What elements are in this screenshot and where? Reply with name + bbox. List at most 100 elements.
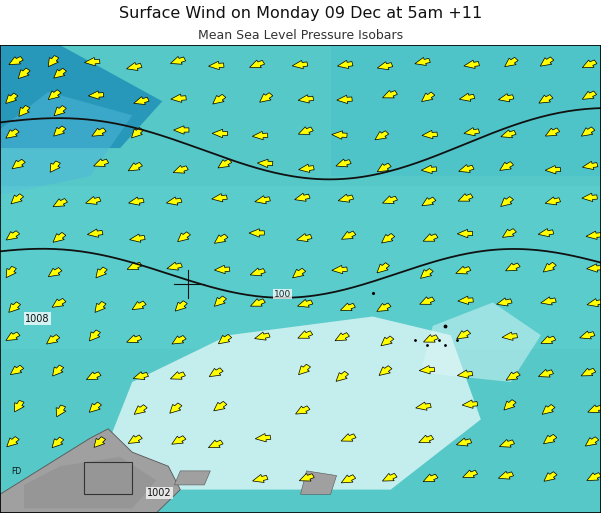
FancyArrow shape: [94, 437, 106, 447]
FancyArrow shape: [498, 94, 514, 102]
FancyArrow shape: [377, 163, 391, 172]
FancyArrow shape: [9, 56, 23, 65]
FancyArrow shape: [298, 95, 314, 103]
FancyArrow shape: [132, 301, 146, 310]
FancyArrow shape: [382, 90, 397, 98]
Text: Mean Sea Level Pressure Isobars: Mean Sea Level Pressure Isobars: [198, 29, 403, 42]
FancyArrow shape: [457, 370, 473, 378]
FancyArrow shape: [214, 401, 227, 411]
FancyArrow shape: [543, 435, 557, 444]
FancyArrow shape: [421, 268, 433, 279]
FancyArrow shape: [249, 60, 264, 68]
FancyArrow shape: [379, 366, 392, 376]
FancyArrow shape: [505, 57, 518, 67]
FancyArrow shape: [127, 335, 142, 343]
FancyArrow shape: [543, 262, 557, 272]
FancyArrow shape: [132, 127, 144, 138]
FancyArrow shape: [582, 60, 597, 68]
FancyArrow shape: [209, 440, 223, 448]
FancyArrow shape: [297, 300, 313, 307]
FancyArrow shape: [10, 365, 23, 374]
FancyArrow shape: [423, 234, 438, 241]
FancyArrow shape: [53, 232, 66, 242]
FancyArrow shape: [458, 296, 474, 305]
Text: 100: 100: [274, 289, 291, 299]
FancyArrow shape: [501, 196, 513, 207]
FancyArrow shape: [94, 159, 109, 166]
FancyArrow shape: [415, 57, 430, 66]
FancyArrow shape: [215, 265, 230, 273]
FancyArrow shape: [127, 63, 142, 70]
FancyArrow shape: [457, 330, 471, 339]
FancyArrow shape: [53, 126, 66, 136]
FancyArrow shape: [382, 233, 395, 243]
FancyArrow shape: [292, 61, 308, 69]
FancyArrow shape: [209, 61, 224, 70]
FancyArrow shape: [496, 298, 512, 306]
FancyArrow shape: [464, 128, 480, 136]
FancyArrow shape: [332, 131, 347, 139]
FancyArrow shape: [499, 162, 514, 170]
FancyArrow shape: [96, 267, 107, 278]
Polygon shape: [331, 45, 601, 176]
FancyArrow shape: [502, 229, 516, 238]
FancyArrow shape: [92, 128, 106, 136]
FancyArrow shape: [294, 193, 310, 201]
FancyArrow shape: [48, 55, 59, 67]
Polygon shape: [300, 471, 337, 495]
FancyArrow shape: [375, 131, 389, 140]
FancyArrow shape: [458, 193, 473, 201]
FancyArrow shape: [255, 332, 270, 340]
FancyArrow shape: [421, 92, 435, 102]
FancyArrow shape: [54, 106, 66, 116]
FancyArrow shape: [586, 231, 601, 240]
FancyArrow shape: [95, 302, 106, 312]
FancyArrow shape: [341, 433, 356, 441]
FancyArrow shape: [212, 129, 228, 137]
FancyArrow shape: [377, 62, 392, 70]
Polygon shape: [0, 92, 132, 195]
FancyArrow shape: [338, 194, 353, 202]
FancyArrow shape: [544, 471, 557, 481]
FancyArrow shape: [381, 336, 394, 346]
FancyArrow shape: [252, 475, 268, 483]
FancyArrow shape: [298, 331, 313, 338]
FancyArrow shape: [538, 369, 554, 377]
FancyArrow shape: [581, 368, 596, 376]
FancyArrow shape: [128, 162, 142, 171]
FancyArrow shape: [416, 402, 432, 410]
FancyArrow shape: [134, 405, 147, 415]
FancyArrow shape: [336, 371, 349, 381]
FancyArrow shape: [587, 472, 601, 481]
FancyArrow shape: [174, 126, 189, 134]
FancyArrow shape: [456, 266, 471, 274]
FancyArrow shape: [133, 372, 148, 380]
FancyArrow shape: [249, 229, 264, 237]
Text: 1008: 1008: [25, 314, 50, 324]
FancyArrow shape: [337, 95, 352, 104]
FancyArrow shape: [541, 297, 557, 305]
Bar: [0, 186, 601, 349]
FancyArrow shape: [9, 302, 20, 312]
FancyArrow shape: [419, 366, 435, 374]
FancyArrow shape: [587, 264, 601, 272]
FancyArrow shape: [260, 93, 273, 102]
FancyArrow shape: [545, 128, 560, 136]
FancyArrow shape: [419, 297, 435, 304]
FancyArrow shape: [542, 404, 555, 415]
FancyArrow shape: [545, 197, 561, 205]
FancyArrow shape: [540, 57, 554, 66]
FancyArrow shape: [296, 406, 310, 414]
FancyArrow shape: [90, 330, 100, 341]
FancyArrow shape: [171, 56, 186, 64]
FancyArrow shape: [169, 403, 182, 413]
FancyArrow shape: [173, 165, 188, 173]
FancyArrow shape: [6, 332, 20, 341]
FancyArrow shape: [172, 436, 186, 444]
FancyArrow shape: [90, 402, 102, 412]
FancyArrow shape: [130, 234, 145, 242]
FancyArrow shape: [251, 299, 265, 306]
FancyArrow shape: [171, 94, 186, 103]
FancyArrow shape: [7, 437, 19, 447]
FancyArrow shape: [332, 265, 347, 274]
